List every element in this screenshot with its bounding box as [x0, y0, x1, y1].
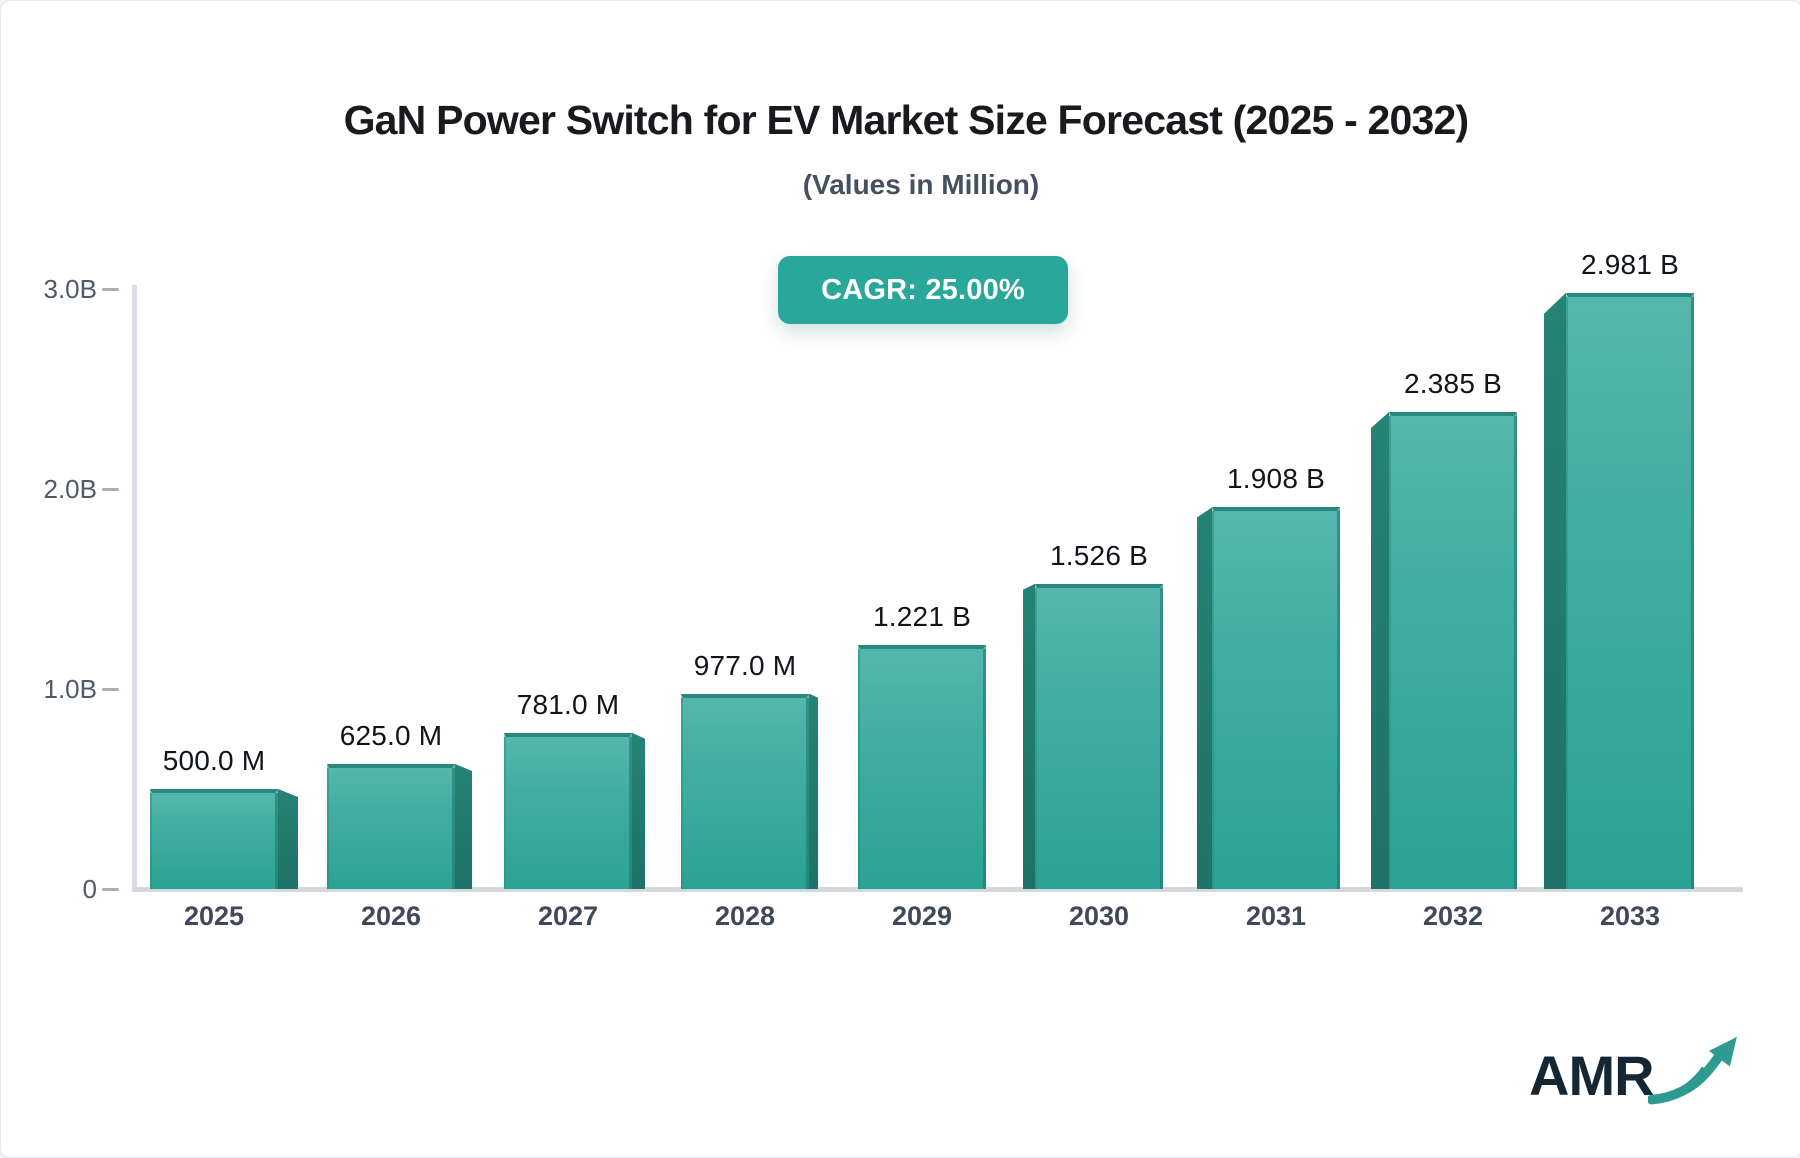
bar-2030: [1035, 583, 1163, 889]
y-axis-line: [132, 285, 137, 891]
y-tick-label-0: 0: [82, 874, 97, 904]
bar-side-2025: [278, 789, 298, 889]
chart-title: GaN Power Switch for EV Market Size Fore…: [343, 97, 1470, 143]
x-axis-label-2025: 2025: [183, 901, 245, 931]
bar-side-2026: [455, 764, 472, 889]
x-axis-label-2033: 2033: [1599, 901, 1661, 931]
bar-2031: [1212, 507, 1340, 889]
x-axis-label-2027: 2027: [537, 901, 599, 931]
bar-side-2027: [632, 732, 645, 889]
bar-2032: [1389, 412, 1517, 889]
y-tick-mark-0: [102, 888, 119, 891]
bar-value-label-2027: 781.0 M: [516, 688, 620, 720]
bar-value-label-2029: 1.221 B: [873, 600, 971, 632]
x-axis-line: [132, 887, 1743, 892]
bar-value-label-2031: 1.908 B: [1227, 463, 1325, 495]
y-tick-label-3.0B: 3.0B: [43, 274, 98, 304]
bar-2028: [681, 693, 809, 889]
y-tick-mark-3.0B: [102, 288, 119, 291]
bar-value-label-2026: 625.0 M: [339, 720, 443, 751]
bar-value-label-2033: 2.981 B: [1581, 248, 1679, 280]
x-axis-label-2028: 2028: [714, 901, 776, 931]
bar-side-2030: [1023, 583, 1035, 889]
bar-side-2028: [809, 693, 818, 889]
x-axis-label-2031: 2031: [1245, 901, 1307, 931]
bar-2026: [327, 764, 455, 889]
x-axis-label-2030: 2030: [1068, 901, 1130, 931]
bar-value-label-2032: 2.385 B: [1404, 368, 1502, 399]
bar-2029: [858, 644, 986, 889]
bar-2025: [150, 789, 278, 889]
bar-side-2033: [1544, 292, 1566, 889]
bar-2033: [1566, 292, 1694, 889]
y-tick-mark-1.0B: [102, 688, 119, 691]
y-tick-label-2.0B: 2.0B: [43, 474, 98, 504]
bar-side-2031: [1197, 507, 1212, 889]
y-tick-mark-2.0B: [102, 488, 119, 491]
bar-side-2032: [1371, 412, 1389, 889]
x-axis-label-2032: 2032: [1422, 901, 1484, 931]
bar-value-label-2025: 500.0 M: [162, 745, 266, 776]
x-axis-label-2026: 2026: [360, 901, 422, 931]
amr-logo: AMR: [1529, 1033, 1739, 1119]
growth-arrow-icon: [1647, 1036, 1737, 1105]
cagr-badge-label: CAGR: 25.00%: [821, 273, 1025, 306]
bar-value-label-2028: 977.0 M: [693, 649, 797, 681]
chart-subtitle: (Values in Million): [802, 169, 1040, 200]
bar-2027: [504, 732, 632, 889]
amr-logo-text: AMR: [1529, 1044, 1655, 1107]
cagr-badge: CAGR: 25.00%: [778, 256, 1068, 324]
x-axis-label-2029: 2029: [891, 901, 953, 931]
bar-value-label-2030: 1.526 B: [1050, 539, 1148, 571]
y-tick-label-1.0B: 1.0B: [43, 674, 98, 704]
